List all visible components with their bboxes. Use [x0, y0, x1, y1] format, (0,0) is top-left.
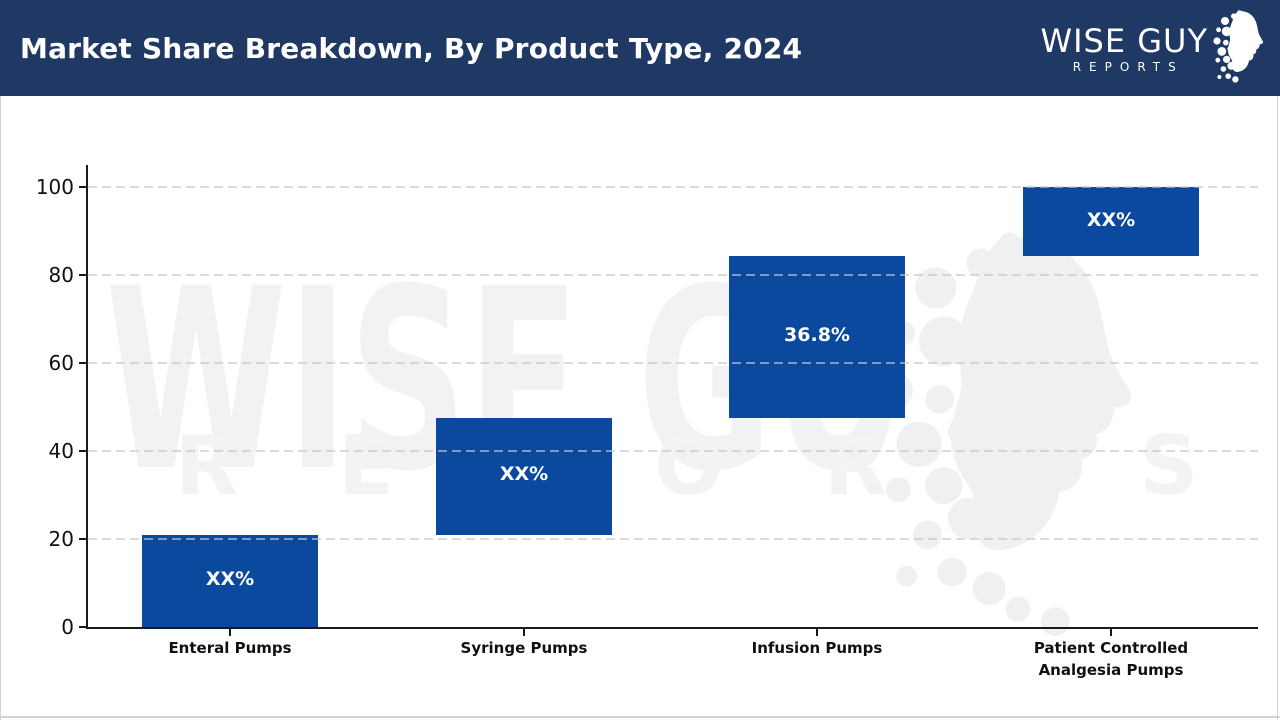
y-tick-label: 40 — [48, 439, 74, 463]
y-tick-label: 80 — [48, 263, 74, 287]
x-category-label: Syringe Pumps — [460, 639, 588, 657]
header-bar: Market Share Breakdown, By Product Type,… — [0, 0, 1280, 96]
page-border-bottom — [0, 716, 1280, 718]
x-tick — [1110, 627, 1112, 636]
x-axis-line — [86, 627, 1258, 629]
x-category-label: Patient Controlled Analgesia Pumps — [1033, 639, 1189, 679]
x-tick — [816, 627, 818, 636]
x-tick — [229, 627, 231, 636]
watermark-reports-text: REPORTS — [175, 419, 1280, 514]
y-tick-label: 20 — [48, 527, 74, 551]
y-tick — [79, 274, 87, 276]
y-gridline — [88, 186, 1258, 188]
bar-value-label: XX% — [1086, 208, 1136, 231]
bar-value-label: XX% — [205, 567, 255, 590]
y-gridline — [88, 362, 1258, 364]
y-tick — [79, 362, 87, 364]
page-border-right — [1277, 96, 1278, 720]
y-gridline — [88, 450, 1258, 452]
y-tick-label: 100 — [35, 175, 74, 199]
y-tick — [79, 450, 87, 452]
page-border-left — [0, 96, 1, 720]
bar-value-label: 36.8% — [784, 324, 850, 347]
x-category-label: Enteral Pumps — [168, 639, 292, 657]
chart-title: Market Share Breakdown, By Product Type,… — [20, 31, 803, 65]
y-tick — [79, 186, 87, 188]
logo-wiseguy-text: WISE GUY — [1040, 22, 1208, 60]
bar-segment — [729, 256, 905, 418]
bar-segment — [436, 418, 612, 535]
bar-segment — [142, 534, 318, 627]
y-tick-label: 60 — [48, 351, 74, 375]
wise-guy-reports-logo: WISE GUY REPORTS — [1040, 6, 1272, 92]
logo-reports-text: REPORTS — [1072, 60, 1184, 74]
y-tick — [79, 538, 87, 540]
logo-head-icon — [1213, 10, 1264, 83]
x-tick — [523, 627, 525, 636]
y-gridline — [88, 538, 1258, 540]
watermark-head-logo — [875, 232, 1132, 636]
bar-value-label: XX% — [499, 463, 549, 486]
y-gridline — [88, 274, 1258, 276]
y-tick-label: 0 — [61, 615, 74, 639]
y-axis-line — [86, 165, 88, 629]
y-tick — [79, 626, 87, 628]
x-category-label: Infusion Pumps — [751, 639, 883, 657]
